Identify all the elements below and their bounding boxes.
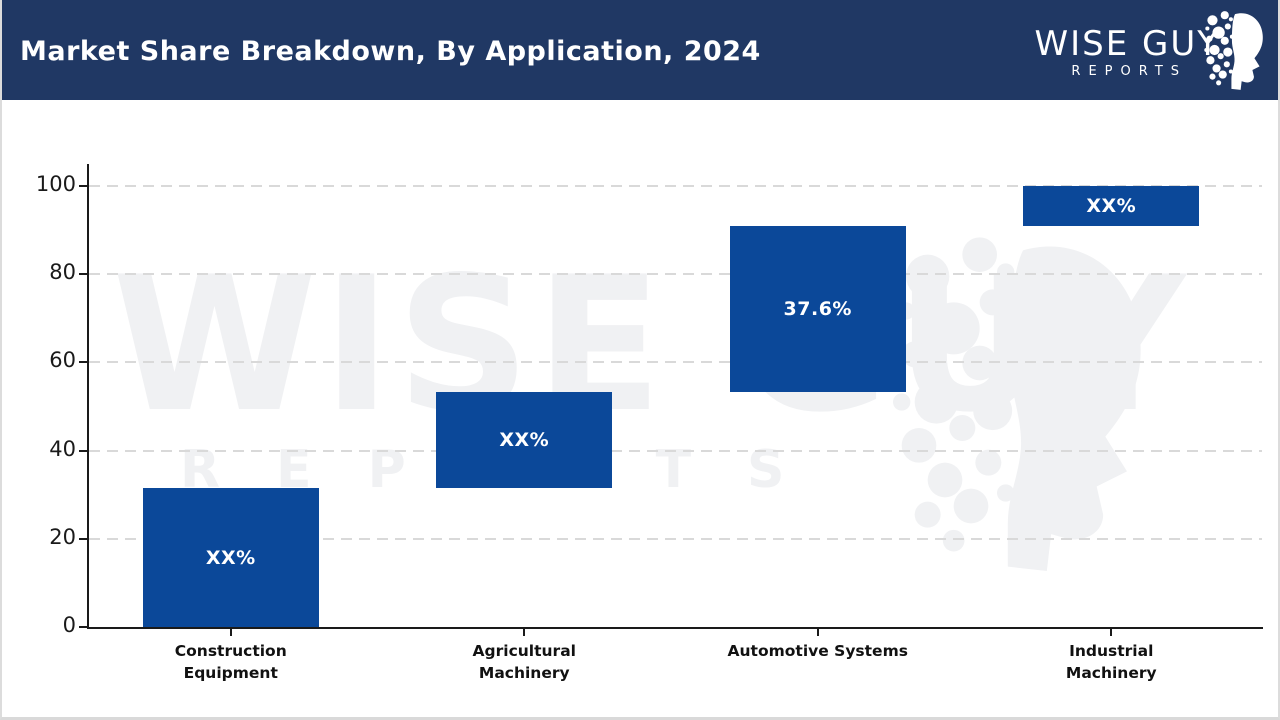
wise-guy-reports-logo: WISE GUY REPORTS <box>1034 6 1266 98</box>
gridline-80 <box>89 273 1262 276</box>
y-tick-mark <box>79 185 88 187</box>
bar-value-label-2: 37.6% <box>783 298 852 321</box>
y-tick-label-0: 0 <box>62 613 76 637</box>
logo-head-icon <box>1204 11 1263 90</box>
gridline-40 <box>89 449 1262 452</box>
y-tick-mark <box>79 626 88 628</box>
y-tick-mark <box>79 273 88 276</box>
y-tick-label-80: 80 <box>49 260 76 285</box>
bar-value-label-3: XX% <box>1086 195 1137 218</box>
bar-value-label-0: XX% <box>205 546 256 569</box>
y-tick-mark <box>79 361 88 364</box>
chart-bar-2: 37.6% <box>729 226 906 392</box>
x-tick-mark <box>816 629 819 636</box>
y-tick-mark <box>79 449 88 452</box>
y-tick-label-100: 100 <box>35 172 76 196</box>
bar-value-label-1: XX% <box>499 429 550 451</box>
gridline-100 <box>89 185 1262 187</box>
x-axis-line <box>87 627 1263 629</box>
header: Market Share Breakdown, By Application, … <box>0 0 1280 100</box>
logo-wordmark: WISE GUY <box>1034 23 1220 64</box>
x-category-label-1: Agricultural Machinery <box>472 642 576 682</box>
x-category-label-3: Industrial Machinery <box>1065 642 1157 682</box>
y-axis-line <box>87 163 89 629</box>
gridline-60 <box>89 361 1262 364</box>
x-tick-mark <box>523 629 526 636</box>
chart-bar-1: XX% <box>436 391 613 489</box>
x-category-label-2: Automotive Systems <box>727 642 908 660</box>
y-tick-label-20: 20 <box>49 524 76 549</box>
x-tick-mark <box>1110 629 1113 636</box>
y-tick-label-60: 60 <box>49 348 76 373</box>
logo-text: WISE GUY REPORTS <box>1034 27 1220 78</box>
chart-title: Market Share Breakdown, By Application, … <box>20 36 761 67</box>
y-tick-mark <box>79 537 88 540</box>
gridline-20 <box>89 537 1262 540</box>
logo-subtext: REPORTS <box>1071 63 1188 79</box>
x-category-label-0: Construction Equipment <box>174 642 287 682</box>
x-tick-mark <box>229 629 232 636</box>
chart-bar-3: XX% <box>1023 186 1200 227</box>
y-tick-label-40: 40 <box>49 436 76 461</box>
chart-bar-0: XX% <box>142 488 319 627</box>
